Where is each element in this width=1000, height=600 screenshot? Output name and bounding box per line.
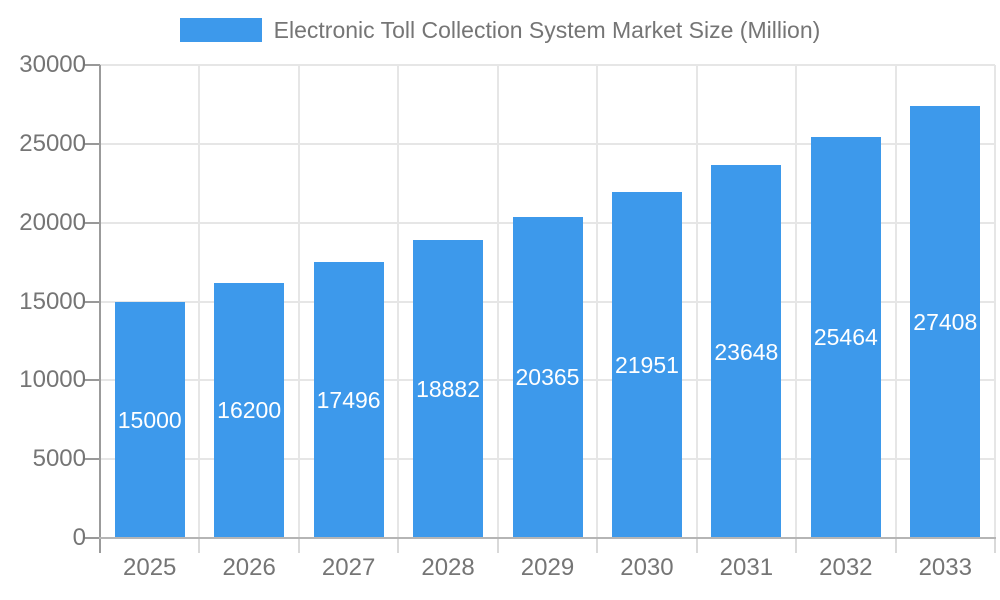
- y-tick-label: 20000: [19, 208, 86, 236]
- x-tick-label: 2033: [918, 554, 972, 581]
- x-tick-label: 2025: [123, 554, 177, 581]
- x-gridline: [198, 65, 201, 538]
- bar-2029: 20365: [512, 216, 583, 538]
- x-axis-line: [99, 537, 996, 539]
- y-tick-label: 0: [72, 524, 86, 551]
- y-gridline: [100, 64, 995, 66]
- legend-label: Electronic Toll Collection System Market…: [273, 17, 821, 43]
- bar-2026: 16200: [214, 282, 285, 538]
- x-axis-tick: [695, 538, 698, 553]
- x-gridline: [795, 65, 798, 538]
- x-gridline: [894, 65, 897, 538]
- bar-2032: 25464: [810, 136, 881, 538]
- y-axis-tick: [84, 458, 100, 461]
- bar-2028: 18882: [413, 240, 484, 538]
- x-tick-label: 2027: [321, 554, 376, 581]
- y-tick-label: 10000: [19, 366, 86, 394]
- y-axis-tick: [84, 300, 100, 303]
- bar-2030: 21951: [611, 191, 682, 538]
- bar-value-label: 27408: [913, 308, 978, 335]
- x-tick-label: 2032: [819, 554, 873, 581]
- y-axis-tick: [84, 537, 100, 539]
- x-gridline: [297, 65, 300, 538]
- legend: Electronic Toll Collection System Market…: [0, 16, 1000, 44]
- legend-swatch: [179, 18, 262, 42]
- bar-2027: 17496: [313, 262, 384, 538]
- bar-value-label: 20365: [515, 364, 580, 391]
- legend-item[interactable]: Electronic Toll Collection System Market…: [179, 16, 821, 44]
- x-tick-label: 2031: [719, 554, 774, 581]
- y-axis-tick: [84, 64, 100, 66]
- bar-value-label: 21951: [614, 351, 679, 378]
- x-gridline: [994, 65, 996, 538]
- y-gridline: [100, 142, 995, 145]
- y-axis-line: [99, 65, 101, 553]
- x-gridline: [596, 65, 599, 538]
- y-tick-label: 5000: [32, 445, 86, 473]
- bar-2031: 23648: [711, 165, 782, 538]
- y-tick-label: 25000: [19, 129, 86, 157]
- bar-2025: 15000: [114, 301, 185, 538]
- bar-value-label: 23648: [714, 338, 779, 365]
- x-axis-tick: [795, 538, 798, 553]
- x-axis-tick: [397, 538, 400, 553]
- bar-value-label: 16200: [217, 397, 282, 424]
- y-axis-tick: [84, 142, 100, 145]
- y-axis-tick: [84, 221, 100, 224]
- y-tick-label: 15000: [19, 287, 86, 315]
- bar-value-label: 15000: [117, 406, 182, 433]
- x-tick-label: 2026: [222, 554, 276, 581]
- x-gridline: [695, 65, 698, 538]
- x-axis-tick: [496, 538, 499, 553]
- x-tick-label: 2028: [421, 554, 475, 581]
- x-tick-label: 2029: [520, 554, 575, 581]
- x-axis-tick: [894, 538, 897, 553]
- y-tick-label: 30000: [19, 51, 86, 78]
- bar-value-label: 18882: [416, 376, 481, 403]
- x-gridline: [397, 65, 400, 538]
- x-axis-tick: [994, 538, 996, 553]
- y-axis-tick: [84, 379, 100, 382]
- x-tick-label: 2030: [620, 554, 674, 581]
- x-axis-tick: [198, 538, 201, 553]
- x-gridline: [496, 65, 499, 538]
- x-axis-tick: [297, 538, 300, 553]
- bar-value-label: 25464: [813, 324, 878, 351]
- bar-value-label: 17496: [316, 387, 381, 414]
- x-axis-tick: [596, 538, 599, 553]
- bar-2033: 27408: [910, 105, 981, 538]
